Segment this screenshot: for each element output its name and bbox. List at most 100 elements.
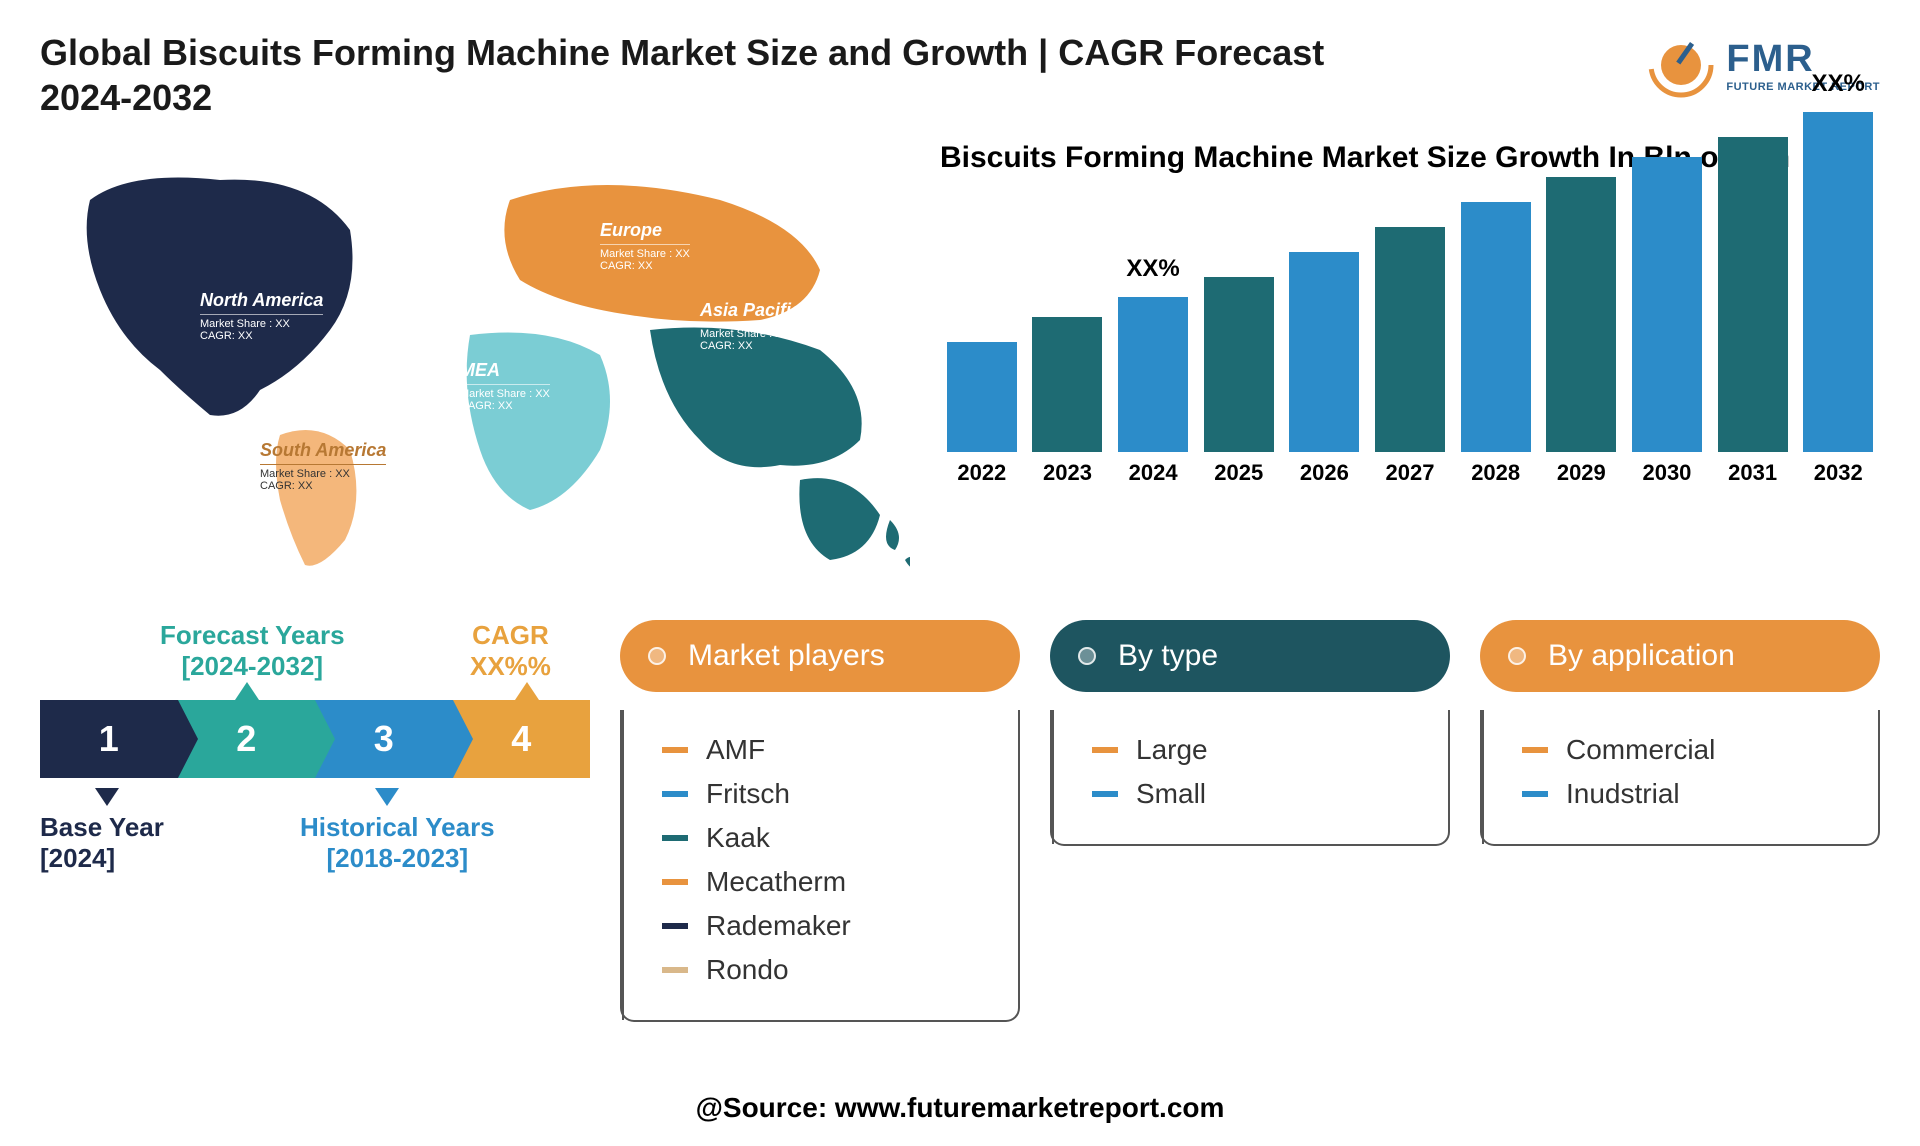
- bar-year-label: 2029: [1557, 460, 1606, 486]
- region-label-ap: Asia Pacific Market Share : XX CAGR: XX: [700, 300, 801, 352]
- dash-icon: [662, 879, 688, 885]
- pill-column: By application Commercial Inudstrial: [1480, 620, 1880, 1022]
- list-item: AMF: [662, 728, 998, 772]
- bar-year-label: 2027: [1386, 460, 1435, 486]
- bar: [1803, 112, 1873, 452]
- dash-icon: [1522, 747, 1548, 753]
- list-item: Kaak: [662, 816, 998, 860]
- triangle-up-icon: [515, 682, 539, 700]
- timeline: Forecast Years [2024-2032] CAGR XX%% 123…: [40, 620, 590, 898]
- region-label-sa: South America Market Share : XX CAGR: XX: [260, 440, 386, 492]
- list-item-label: Large: [1136, 734, 1208, 766]
- pill-dot-icon: [1508, 647, 1526, 665]
- page-title: Global Biscuits Forming Machine Market S…: [40, 30, 1420, 120]
- pill-list: Large Small: [1050, 710, 1450, 846]
- bar-year-label: 2023: [1043, 460, 1092, 486]
- pill-header: Market players: [620, 620, 1020, 692]
- triangle-down-icon: [375, 788, 399, 806]
- bar-year-label: 2024: [1129, 460, 1178, 486]
- list-item: Commercial: [1522, 728, 1858, 772]
- dash-icon: [662, 747, 688, 753]
- bar: [1375, 227, 1445, 452]
- region-label-mea: MEA Market Share : XX CAGR: XX: [460, 360, 550, 412]
- tl-label-base: Base Year [2024]: [40, 812, 164, 874]
- bar: [1289, 252, 1359, 452]
- bar-annotation: XX%: [1812, 70, 1865, 98]
- list-item: Fritsch: [662, 772, 998, 816]
- pill-title: By application: [1548, 639, 1735, 673]
- bar: [1118, 297, 1188, 452]
- world-map: North America Market Share : XX CAGR: XX…: [40, 140, 910, 580]
- pill-title: By type: [1118, 639, 1218, 673]
- logo-icon: [1646, 30, 1716, 100]
- timeline-segment-1: 1: [40, 700, 178, 778]
- bar-annotation: XX%: [1126, 255, 1179, 283]
- pill-header: By type: [1050, 620, 1450, 692]
- bar-2030: 2030: [1625, 157, 1709, 486]
- list-item-label: Commercial: [1566, 734, 1715, 766]
- triangle-down-icon: [95, 788, 119, 806]
- bar-year-label: 2031: [1728, 460, 1777, 486]
- dash-icon: [1092, 791, 1118, 797]
- list-item: Large: [1092, 728, 1428, 772]
- bar: [1032, 317, 1102, 452]
- bar-year-label: 2032: [1814, 460, 1863, 486]
- bar-2031: 2031: [1711, 137, 1795, 486]
- list-item-label: AMF: [706, 734, 765, 766]
- bar-2026: 2026: [1283, 252, 1367, 486]
- bar: [1204, 277, 1274, 452]
- dash-icon: [1092, 747, 1118, 753]
- pill-header: By application: [1480, 620, 1880, 692]
- timeline-segment-4: 4: [453, 700, 591, 778]
- pill-list: Commercial Inudstrial: [1480, 710, 1880, 846]
- bar-2023: 2023: [1026, 317, 1110, 486]
- timeline-segment-2: 2: [178, 700, 316, 778]
- bar: [947, 342, 1017, 452]
- bar: [1546, 177, 1616, 452]
- pill-dot-icon: [1078, 647, 1096, 665]
- pill-column: By type Large Small: [1050, 620, 1450, 1022]
- bar-2027: 2027: [1368, 227, 1452, 486]
- list-item-label: Small: [1136, 778, 1206, 810]
- tl-label-historical: Historical Years [2018-2023]: [300, 812, 495, 874]
- pill-list: AMF Fritsch Kaak Mecatherm Rademaker Rondo: [620, 710, 1020, 1022]
- source-attribution: @Source: www.futuremarketreport.com: [696, 1092, 1225, 1124]
- bar-year-label: 2022: [957, 460, 1006, 486]
- pill-title: Market players: [688, 639, 885, 673]
- list-item-label: Mecatherm: [706, 866, 846, 898]
- list-item: Small: [1092, 772, 1428, 816]
- bar-2029: 2029: [1539, 177, 1623, 486]
- list-item: Rademaker: [662, 904, 998, 948]
- bar-2025: 2025: [1197, 277, 1281, 486]
- bar-year-label: 2026: [1300, 460, 1349, 486]
- list-item-label: Fritsch: [706, 778, 790, 810]
- bar-year-label: 2030: [1642, 460, 1691, 486]
- bar: [1718, 137, 1788, 452]
- bar-chart: 20222023XX%20242025202620272028202920302…: [940, 196, 1880, 526]
- list-item-label: Rondo: [706, 954, 789, 986]
- bar-2028: 2028: [1454, 202, 1538, 486]
- list-item: Rondo: [662, 948, 998, 992]
- pill-dot-icon: [648, 647, 666, 665]
- list-item: Mecatherm: [662, 860, 998, 904]
- region-label-eu: Europe Market Share : XX CAGR: XX: [600, 220, 690, 272]
- list-item: Inudstrial: [1522, 772, 1858, 816]
- dash-icon: [1522, 791, 1548, 797]
- timeline-segment-3: 3: [315, 700, 453, 778]
- region-label-na: North America Market Share : XX CAGR: XX: [200, 290, 323, 342]
- dash-icon: [662, 791, 688, 797]
- tl-label-cagr: CAGR XX%%: [470, 620, 551, 682]
- dash-icon: [662, 923, 688, 929]
- bar-chart-section: Biscuits Forming Machine Market Size Gro…: [940, 140, 1880, 580]
- triangle-up-icon: [235, 682, 259, 700]
- bar-2032: XX%2032: [1796, 112, 1880, 486]
- bar-2022: 2022: [940, 342, 1024, 486]
- bar: [1632, 157, 1702, 452]
- map-region-ap: [650, 328, 899, 561]
- list-item-label: Inudstrial: [1566, 778, 1680, 810]
- list-item-label: Rademaker: [706, 910, 851, 942]
- bar-2024: XX%2024: [1111, 297, 1195, 486]
- bar-year-label: 2028: [1471, 460, 1520, 486]
- dash-icon: [662, 835, 688, 841]
- tl-label-forecast: Forecast Years [2024-2032]: [160, 620, 345, 682]
